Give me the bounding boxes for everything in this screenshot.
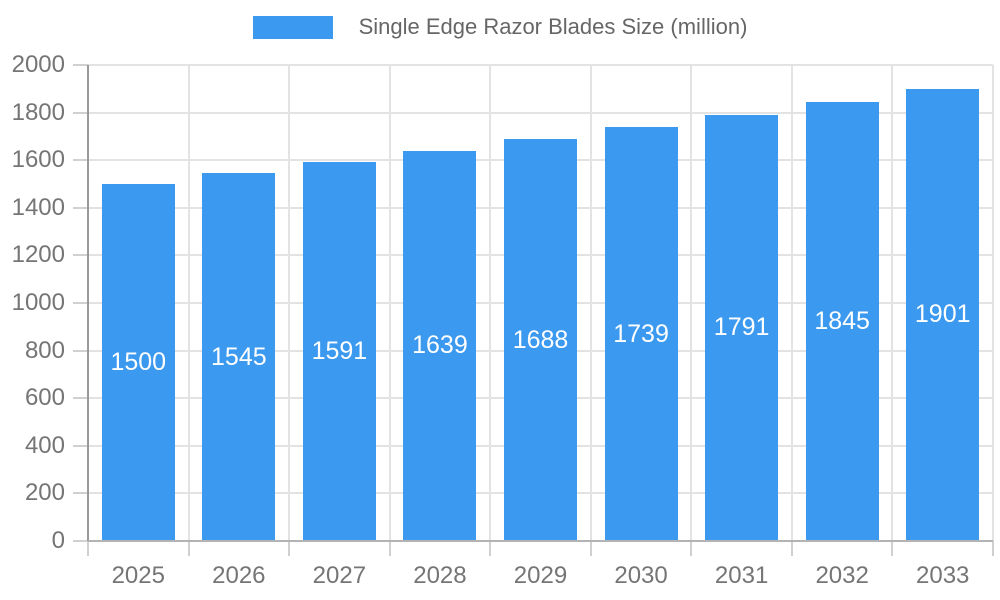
x-axis-tick-label: 2029 <box>513 562 568 589</box>
x-axis-tick <box>288 541 291 556</box>
bar[interactable]: 1688 <box>504 139 577 541</box>
vertical-gridline <box>992 65 994 541</box>
y-axis-tick-label: 1000 <box>11 289 65 316</box>
vertical-gridline <box>891 65 894 541</box>
y-axis-tick-label: 0 <box>51 527 65 554</box>
x-axis-tick <box>388 541 391 556</box>
bar-value-label: 1639 <box>412 331 468 360</box>
horizontal-gridline <box>88 111 993 114</box>
legend-item[interactable]: Single Edge Razor Blades Size (million) <box>0 14 1000 40</box>
y-axis-tick <box>73 492 88 495</box>
bar-value-label: 1688 <box>512 325 569 354</box>
bar[interactable]: 1545 <box>202 173 276 541</box>
x-axis-tick-label: 2026 <box>212 562 266 589</box>
y-axis-line <box>87 65 89 541</box>
bar[interactable]: 1791 <box>705 114 779 541</box>
y-axis-tick <box>73 397 88 400</box>
bar[interactable]: 1500 <box>101 184 175 541</box>
x-axis-tick <box>790 541 793 556</box>
y-axis-tick <box>73 159 88 162</box>
x-axis-tick-label: 2027 <box>312 562 367 589</box>
x-axis-tick <box>992 541 994 556</box>
y-axis-tick-label: 1600 <box>11 146 65 174</box>
legend-label: Single Edge Razor Blades Size (million) <box>358 14 748 39</box>
vertical-gridline <box>589 65 592 541</box>
y-axis-tick-label: 1200 <box>11 241 65 269</box>
bar[interactable]: 1739 <box>604 127 678 541</box>
bar[interactable]: 1591 <box>302 162 376 541</box>
x-axis-tick <box>589 541 592 556</box>
y-axis-tick <box>73 302 88 304</box>
bar[interactable]: 1639 <box>403 150 477 541</box>
x-axis-tick-label: 2033 <box>916 562 970 589</box>
y-axis-tick <box>73 444 88 447</box>
bar[interactable]: 1845 <box>805 101 879 541</box>
x-axis-tick <box>87 541 89 556</box>
vertical-gridline <box>790 65 793 541</box>
y-axis-tick <box>73 206 88 209</box>
x-axis-tick-label: 2032 <box>815 562 869 589</box>
y-axis-tick <box>73 64 88 66</box>
vertical-gridline <box>187 65 190 541</box>
y-axis-tick <box>73 254 88 257</box>
y-axis-tick-label: 800 <box>24 336 65 364</box>
x-axis-tick <box>690 541 693 556</box>
y-axis-tick-label: 600 <box>24 384 65 412</box>
x-axis-tick-label: 2031 <box>714 562 769 589</box>
legend-swatch-icon <box>252 15 333 39</box>
vertical-gridline <box>489 65 492 541</box>
x-axis-tick <box>187 541 190 556</box>
bar-value-label: 1791 <box>713 313 770 342</box>
bar-value-label: 1901 <box>914 300 971 329</box>
x-axis-tick-label: 2025 <box>111 562 165 589</box>
x-axis-tick <box>489 541 492 556</box>
y-axis-tick-label: 1400 <box>11 193 65 221</box>
horizontal-gridline <box>88 64 993 66</box>
x-axis-tick-label: 2030 <box>614 562 668 589</box>
bar-value-label: 1845 <box>814 306 870 335</box>
y-axis-tick <box>73 111 88 114</box>
y-axis-tick <box>73 349 88 352</box>
vertical-gridline <box>690 65 693 541</box>
vertical-gridline <box>388 65 391 541</box>
vertical-gridline <box>288 65 291 541</box>
x-axis-tick <box>891 541 894 556</box>
bar-value-label: 1545 <box>211 342 267 371</box>
y-axis-tick-label: 1800 <box>11 98 65 126</box>
y-axis-tick <box>73 540 88 542</box>
bar-value-label: 1739 <box>613 319 669 348</box>
bar-value-label: 1591 <box>311 337 368 366</box>
x-axis-line <box>88 540 993 542</box>
y-axis-tick-label: 2000 <box>11 51 65 78</box>
bar-value-label: 1500 <box>110 348 167 376</box>
bar[interactable]: 1901 <box>906 88 980 541</box>
y-axis-tick-label: 200 <box>24 479 65 507</box>
x-axis-tick-label: 2028 <box>413 562 467 589</box>
y-axis-tick-label: 400 <box>24 431 65 459</box>
